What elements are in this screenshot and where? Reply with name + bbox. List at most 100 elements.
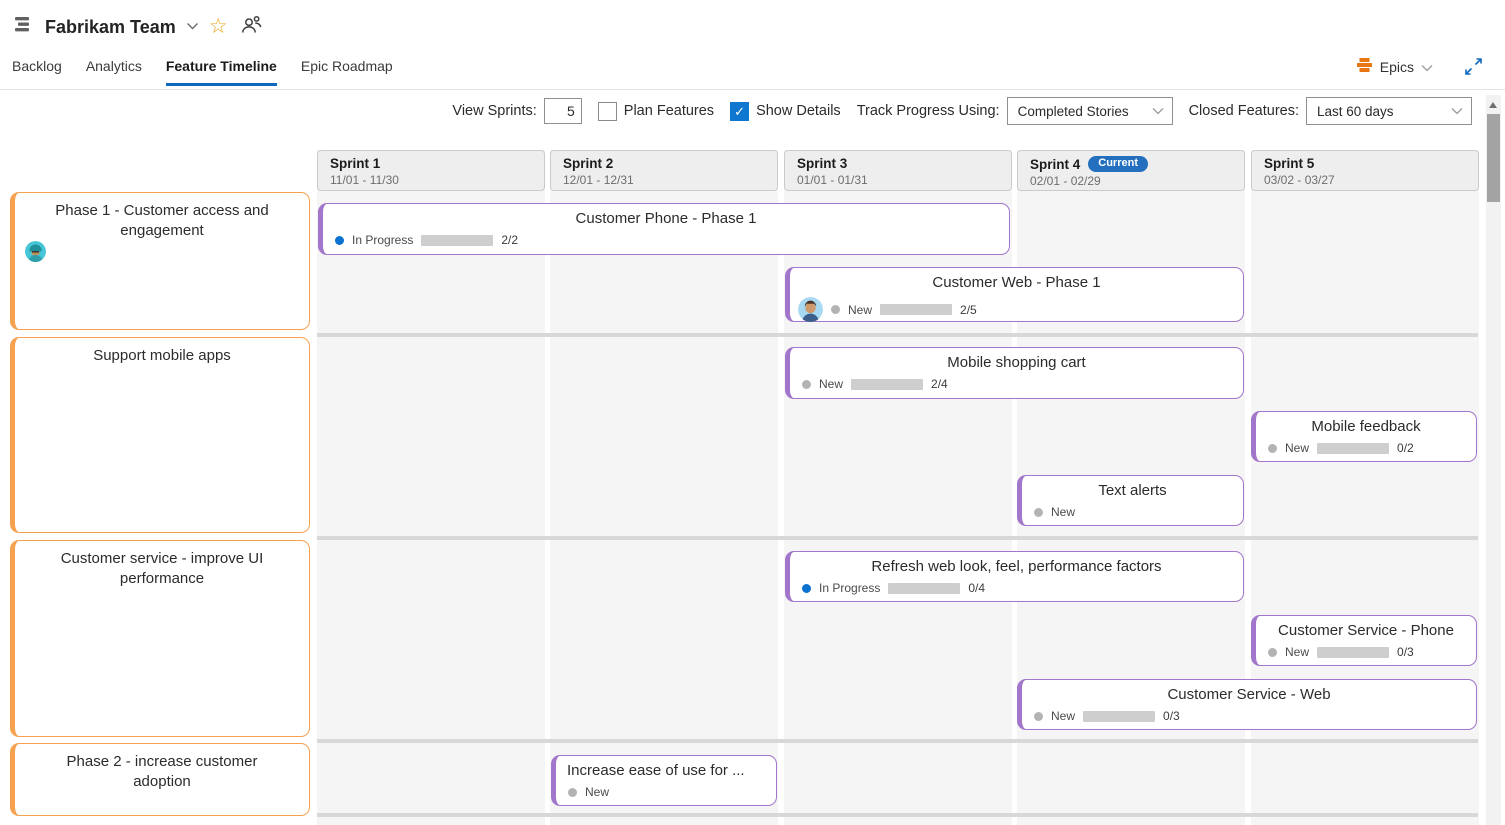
fullscreen-expand-icon[interactable] (1464, 57, 1483, 81)
scrollbar-thumb[interactable] (1487, 114, 1500, 202)
progress-fraction: 0/3 (1397, 645, 1414, 659)
progress-bar (421, 234, 494, 246)
sprint-name: Sprint 4 Current (1030, 156, 1244, 172)
feature-card-customer-phone[interactable]: Customer Phone - Phase 1 In Progress 2/2 (318, 203, 1010, 255)
sprint-name: Sprint 5 (1264, 156, 1315, 171)
epic-title: Support mobile apps (93, 347, 231, 364)
sprint-header-4: Sprint 4 Current 02/01 - 02/29 (1017, 150, 1245, 191)
feature-card-customer-service-web[interactable]: Customer Service - Web New 0/3 (1017, 679, 1477, 730)
progress-fraction: 2/4 (931, 377, 948, 391)
progress-fraction: 0/2 (1397, 441, 1414, 455)
tab-epic-roadmap[interactable]: Epic Roadmap (300, 58, 393, 74)
sprint-dates: 11/01 - 11/30 (330, 173, 399, 187)
scrollbar-up-arrow[interactable] (1489, 102, 1497, 108)
progress-bar (851, 378, 924, 390)
track-progress-value: Completed Stories (1017, 103, 1129, 119)
feature-title: Refresh web look, feel, performance fact… (871, 558, 1162, 575)
sprint-header-3: Sprint 3 01/01 - 01/31 (784, 150, 1012, 191)
feature-title: Customer Phone - Phase 1 (575, 210, 757, 227)
team-header: Fabrikam Team ☆ (12, 12, 262, 42)
assignee-avatar (25, 241, 46, 262)
backlog-level-chevron-icon (1421, 59, 1433, 75)
epic-card-phase-1[interactable]: Phase 1 - Customer access and engagement (10, 192, 310, 330)
feature-card-increase-ease-of-use[interactable]: Increase ease of use for ... New (551, 755, 777, 806)
progress-fraction: 0/4 (968, 581, 986, 595)
feature-title: Customer Web - Phase 1 (932, 274, 1101, 291)
progress-bar (1083, 710, 1156, 722)
sprint-dates: 01/01 - 01/31 (797, 173, 868, 187)
feature-card-mobile-feedback[interactable]: Mobile feedback New 0/2 (1251, 411, 1477, 462)
row-separator (317, 739, 1478, 743)
sprint-name: Sprint 3 (797, 156, 848, 171)
sprint-header-2: Sprint 2 12/01 - 12/31 (550, 150, 778, 191)
status-dot-new (1034, 711, 1043, 721)
team-name[interactable]: Fabrikam Team (45, 16, 176, 37)
progress-bar (888, 582, 961, 594)
status-label: New (1285, 645, 1310, 659)
status-label: New (1051, 505, 1076, 519)
status-dot-inprogress (335, 235, 344, 245)
sprint-column-2 (550, 150, 778, 825)
show-details-label: Show Details (756, 103, 841, 119)
feature-card-text-alerts[interactable]: Text alerts New (1017, 475, 1244, 526)
progress-bar (1317, 646, 1390, 658)
status-label: In Progress (352, 233, 414, 247)
epic-title: Phase 2 - increase customer adoption (66, 753, 258, 790)
backlog-level-label: Epics (1379, 58, 1414, 75)
view-sprints-input[interactable] (543, 98, 582, 124)
feature-card-customer-web[interactable]: Customer Web - Phase 1 New 2/5 (785, 267, 1244, 322)
epic-title: Customer service - improve UI performanc… (60, 550, 264, 587)
team-members-icon[interactable] (240, 15, 262, 40)
sprint-dates: 02/01 - 02/29 (1030, 174, 1101, 188)
sprint-name-text: Sprint 4 (1030, 156, 1081, 172)
tab-feature-timeline[interactable]: Feature Timeline (165, 58, 277, 86)
tab-analytics[interactable]: Analytics (85, 58, 142, 74)
track-progress-label: Track Progress Using: (856, 103, 1000, 119)
current-sprint-badge: Current (1088, 156, 1148, 172)
vertical-scrollbar[interactable] (1486, 95, 1501, 825)
backlog-board-icon (12, 14, 33, 40)
feature-title: Customer Service - Web (1167, 686, 1331, 703)
progress-bar (880, 304, 953, 315)
plan-features-checkbox[interactable] (597, 101, 617, 121)
epic-title: Phase 1 - Customer access and engagement (55, 202, 269, 239)
sprint-name: Sprint 2 (563, 156, 614, 171)
status-dot-inprogress (802, 583, 811, 593)
status-dot-new (831, 305, 840, 314)
header-divider (0, 89, 1505, 90)
epic-card-support-mobile-apps[interactable]: Support mobile apps (10, 337, 310, 533)
sprint-header-5: Sprint 5 03/02 - 03/27 (1251, 150, 1479, 191)
backlog-level-picker[interactable]: Epics (1356, 57, 1433, 76)
favorite-star-icon[interactable]: ☆ (208, 15, 228, 38)
feature-card-refresh-web-look[interactable]: Refresh web look, feel, performance fact… (785, 551, 1244, 602)
status-label: New (585, 785, 610, 799)
closed-features-dropdown[interactable]: Last 60 days (1306, 97, 1472, 125)
sprint-name: Sprint 1 (330, 156, 381, 171)
show-details-checkbox[interactable]: ✓ (730, 101, 750, 121)
status-dot-new (1034, 507, 1043, 517)
epic-card-customer-service[interactable]: Customer service - improve UI performanc… (10, 540, 310, 737)
status-dot-new (568, 787, 577, 797)
assignee-avatar (798, 297, 823, 322)
status-label: New (1285, 441, 1310, 455)
sprint-column-1 (317, 150, 545, 825)
feature-title: Mobile feedback (1311, 418, 1421, 435)
plan-features-label: Plan Features (623, 103, 715, 119)
tab-backlog[interactable]: Backlog (12, 58, 62, 74)
chevron-down-icon (1152, 108, 1164, 115)
row-separator (317, 813, 1478, 817)
feature-card-mobile-shopping-cart[interactable]: Mobile shopping cart New 2/4 (785, 347, 1244, 399)
team-chevron-down-icon[interactable] (186, 18, 199, 36)
epics-backlog-icon (1356, 57, 1373, 76)
status-label: New (1051, 709, 1076, 723)
epic-card-phase-2[interactable]: Phase 2 - increase customer adoption (10, 743, 310, 816)
chevron-down-icon (1451, 108, 1463, 115)
feature-card-customer-service-phone[interactable]: Customer Service - Phone New 0/3 (1251, 615, 1477, 666)
row-separator (317, 333, 1478, 337)
progress-bar (1317, 442, 1390, 454)
progress-fraction: 0/3 (1163, 709, 1180, 723)
status-label: New (819, 377, 844, 391)
track-progress-dropdown[interactable]: Completed Stories (1006, 97, 1173, 125)
closed-features-label: Closed Features: (1188, 103, 1299, 119)
feature-title: Customer Service - Phone (1278, 622, 1454, 639)
